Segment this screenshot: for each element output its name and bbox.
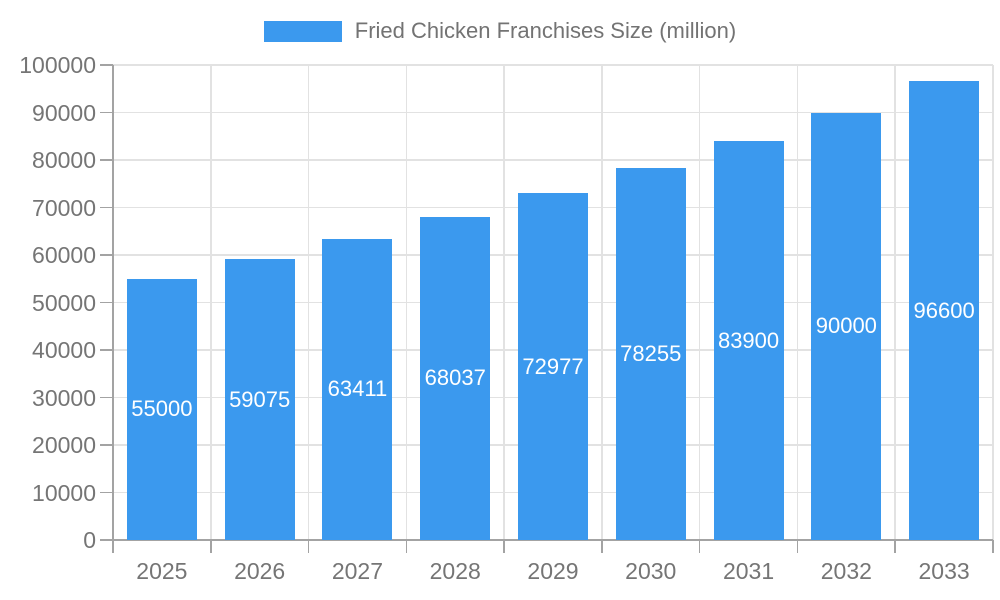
x-axis-label: 2030 bbox=[625, 558, 677, 584]
legend[interactable]: Fried Chicken Franchises Size (million) bbox=[0, 18, 1000, 44]
plot-area: 0 10000 20000 30000 40000 50000 60000 70000 8000… bbox=[19, 52, 994, 584]
y-axis-label: 70000 bbox=[32, 194, 96, 221]
y-axis-tick bbox=[100, 444, 113, 446]
legend-marker-swatch bbox=[263, 20, 342, 42]
y-axis-label: 60000 bbox=[32, 242, 96, 268]
bar-value-label: 68037 bbox=[424, 365, 486, 391]
y-axis-label: 0 bbox=[83, 527, 96, 553]
bar-value-label: 83900 bbox=[717, 327, 780, 353]
x-gridline bbox=[992, 65, 994, 540]
x-axis-tick bbox=[503, 540, 505, 553]
bar[interactable]: 78255 bbox=[615, 168, 686, 540]
x-axis-tick bbox=[894, 540, 896, 553]
x-gridline bbox=[698, 65, 701, 540]
bar-value-label: 63411 bbox=[327, 376, 388, 402]
bar[interactable]: 68037 bbox=[420, 216, 491, 540]
y-axis-label: 30000 bbox=[32, 384, 96, 411]
x-axis-label: 2025 bbox=[136, 558, 188, 584]
y-axis-tick bbox=[100, 64, 113, 66]
x-gridline bbox=[503, 65, 505, 540]
y-axis-label: 10000 bbox=[32, 479, 96, 506]
x-axis-tick bbox=[992, 540, 994, 553]
x-gridline bbox=[210, 65, 212, 540]
x-axis-tick bbox=[210, 540, 212, 553]
x-axis-label: 2027 bbox=[331, 558, 384, 584]
y-axis-tick bbox=[100, 254, 113, 256]
legend-label: Fried Chicken Franchises Size (million) bbox=[354, 18, 737, 43]
x-axis-tick bbox=[698, 540, 701, 553]
bar-value-label: 90000 bbox=[815, 313, 877, 339]
bar[interactable]: 63411 bbox=[322, 238, 393, 540]
bar-value-label: 96600 bbox=[913, 297, 975, 323]
bar-value-label: 78255 bbox=[620, 341, 682, 367]
x-gridline bbox=[601, 65, 603, 540]
x-axis-tick bbox=[601, 540, 603, 553]
bar[interactable]: 72977 bbox=[518, 193, 588, 540]
y-axis-label: 50000 bbox=[32, 289, 96, 316]
y-axis-tick bbox=[100, 206, 113, 209]
y-axis-tick bbox=[100, 111, 113, 114]
bar[interactable]: 55000 bbox=[126, 278, 197, 540]
x-axis-label: 2028 bbox=[429, 558, 481, 584]
y-axis-tick bbox=[100, 301, 113, 304]
bar[interactable]: 96600 bbox=[909, 81, 980, 540]
x-gridline bbox=[894, 65, 896, 540]
bar-value-label: 55000 bbox=[131, 396, 193, 422]
x-axis-tick bbox=[307, 540, 310, 553]
y-axis-label: 40000 bbox=[32, 337, 96, 363]
x-axis-label: 2026 bbox=[234, 558, 286, 584]
y-axis-label: 20000 bbox=[32, 432, 96, 458]
x-axis-label: 2029 bbox=[527, 558, 579, 584]
y-axis-label: 90000 bbox=[32, 99, 96, 126]
x-axis-tick bbox=[796, 540, 799, 553]
bar[interactable]: 90000 bbox=[811, 112, 882, 540]
y-gridline bbox=[113, 64, 993, 66]
y-axis-label: 80000 bbox=[32, 147, 96, 173]
x-gridline bbox=[307, 65, 310, 540]
y-gridline bbox=[113, 111, 993, 114]
x-axis-label: 2031 bbox=[722, 558, 775, 584]
y-axis-line bbox=[112, 65, 114, 552]
x-axis-label: 2033 bbox=[918, 558, 970, 584]
x-gridline bbox=[796, 65, 799, 540]
y-axis-label: 100000 bbox=[19, 52, 96, 78]
y-axis-tick bbox=[100, 396, 113, 399]
y-gridline bbox=[113, 159, 993, 161]
x-axis-label: 2032 bbox=[820, 558, 872, 584]
y-axis-tick bbox=[100, 349, 113, 351]
bar-value-label: 72977 bbox=[522, 353, 584, 379]
bar[interactable]: 83900 bbox=[713, 141, 784, 540]
y-axis-tick bbox=[100, 491, 113, 494]
bar[interactable]: 59075 bbox=[224, 259, 295, 540]
bar-value-label: 59075 bbox=[229, 386, 291, 412]
x-axis-tick bbox=[405, 540, 408, 553]
x-gridline bbox=[405, 65, 408, 540]
y-axis-tick bbox=[100, 159, 113, 161]
